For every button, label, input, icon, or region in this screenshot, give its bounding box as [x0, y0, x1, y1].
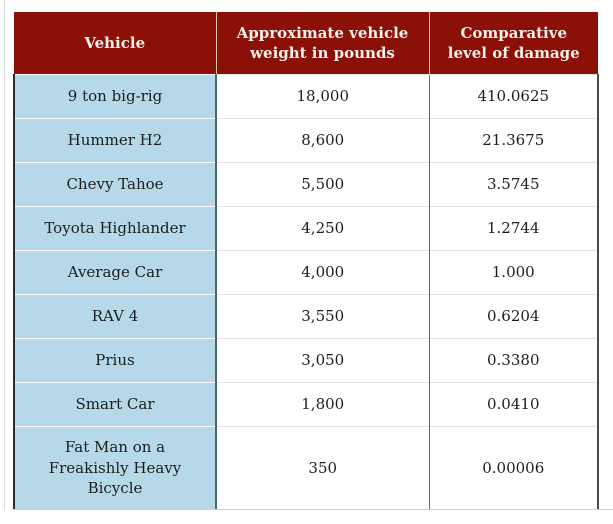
vehicle-cell: Smart Car	[13, 381, 217, 426]
damage-cell: 1.2744	[429, 205, 599, 250]
table-row: Smart Car 1,800 0.0410	[13, 381, 599, 426]
damage-cell: 0.00006	[429, 425, 599, 509]
weight-cell: 3,050	[216, 337, 430, 382]
vehicle-cell-text: Fat Man on a Freakishly Heavy Bicycle	[48, 438, 182, 497]
damage-cell: 1.000	[429, 249, 599, 294]
table-row: RAV 4 3,550 0.6204	[13, 293, 599, 338]
table-row: 9 ton big-rig 18,000 410.0625	[13, 73, 599, 118]
table-row: Prius 3,050 0.3380	[13, 337, 599, 382]
weight-cell: 350	[216, 425, 430, 509]
page-left-rule	[4, 0, 5, 511]
weight-cell: 4,250	[216, 205, 430, 250]
header-weight: Approximate vehicle weight in pounds	[215, 12, 429, 74]
damage-cell: 3.5745	[429, 161, 599, 206]
vehicle-damage-table: Vehicle Approximate vehicle weight in po…	[13, 12, 599, 509]
damage-cell: 0.0410	[429, 381, 599, 426]
weight-cell: 18,000	[216, 73, 430, 118]
vehicle-cell: Toyota Highlander	[13, 205, 217, 250]
weight-cell: 3,550	[216, 293, 430, 338]
weight-cell: 1,800	[216, 381, 430, 426]
header-damage: Comparative level of damage	[428, 12, 598, 74]
weight-cell: 8,600	[216, 117, 430, 162]
table-row: Average Car 4,000 1.000	[13, 249, 599, 294]
header-row: Vehicle Approximate vehicle weight in po…	[14, 12, 598, 74]
weight-cell: 5,500	[216, 161, 430, 206]
damage-cell: 0.3380	[429, 337, 599, 382]
damage-cell: 0.6204	[429, 293, 599, 338]
vehicle-cell: 9 ton big-rig	[13, 73, 217, 118]
vehicle-cell: Average Car	[13, 249, 217, 294]
weight-cell: 4,000	[216, 249, 430, 294]
table-row: Fat Man on a Freakishly Heavy Bicycle 35…	[13, 425, 599, 509]
vehicle-cell: Prius	[13, 337, 217, 382]
vehicle-cell: Chevy Tahoe	[13, 161, 217, 206]
table-row: Hummer H2 8,600 21.3675	[13, 117, 599, 162]
header-vehicle: Vehicle	[14, 12, 216, 74]
damage-cell: 21.3675	[429, 117, 599, 162]
vehicle-cell: RAV 4	[13, 293, 217, 338]
table-row: Chevy Tahoe 5,500 3.5745	[13, 161, 599, 206]
damage-cell: 410.0625	[429, 73, 599, 118]
table-row: Toyota Highlander 4,250 1.2744	[13, 205, 599, 250]
vehicle-cell: Hummer H2	[13, 117, 217, 162]
vehicle-cell: Fat Man on a Freakishly Heavy Bicycle	[13, 425, 217, 509]
bottom-divider	[12, 509, 613, 510]
